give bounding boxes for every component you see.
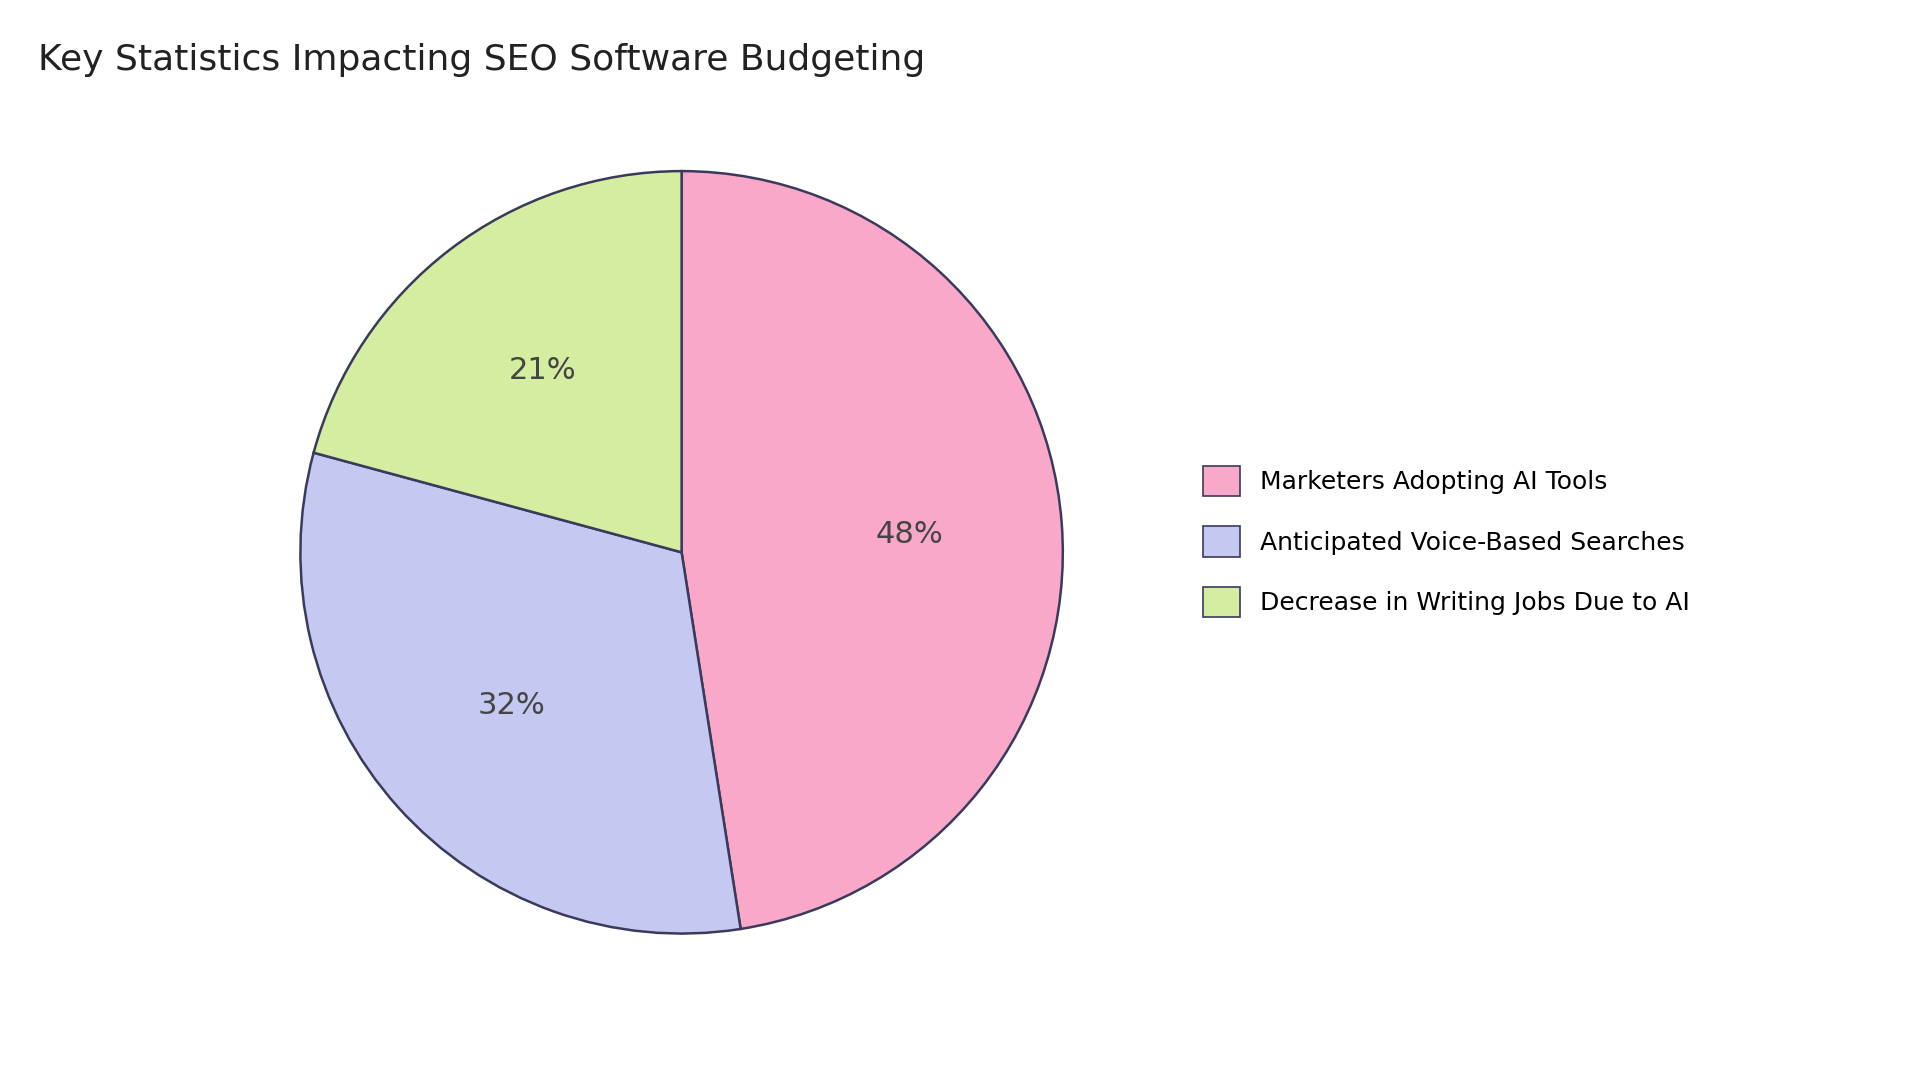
Legend: Marketers Adopting AI Tools, Anticipated Voice-Based Searches, Decrease in Writi: Marketers Adopting AI Tools, Anticipated… [1204,466,1690,617]
Text: Key Statistics Impacting SEO Software Budgeting: Key Statistics Impacting SEO Software Bu… [38,43,925,77]
Text: 48%: 48% [876,520,943,549]
Wedge shape [300,453,741,934]
Wedge shape [313,171,682,552]
Text: 32%: 32% [478,691,545,719]
Text: 21%: 21% [509,356,576,386]
Wedge shape [682,171,1064,929]
